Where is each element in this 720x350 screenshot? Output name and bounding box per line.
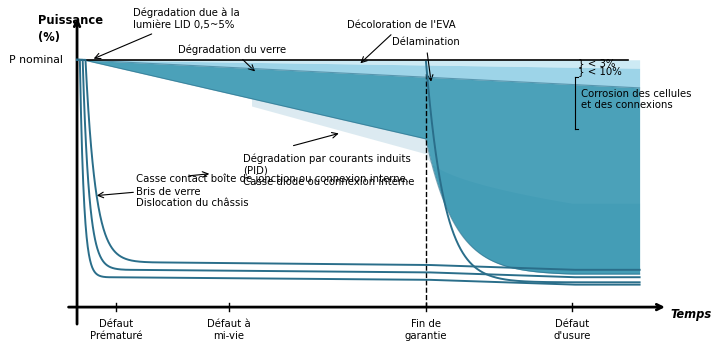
Text: P nominal: P nominal (9, 55, 63, 65)
Text: Dégradation du verre: Dégradation du verre (179, 44, 287, 71)
Text: Casse contact boîte de jonction ou connexion interne.: Casse contact boîte de jonction ou conne… (136, 173, 409, 184)
Text: Décoloration de l'EVA: Décoloration de l'EVA (347, 20, 456, 62)
Text: Temps: Temps (670, 308, 712, 321)
Text: Défaut à
mi-vie: Défaut à mi-vie (207, 320, 251, 341)
Text: Fin de
garantie: Fin de garantie (405, 320, 447, 341)
Text: } < 3%: } < 3% (577, 58, 615, 69)
Text: Dislocation du châssis: Dislocation du châssis (136, 198, 248, 208)
Text: } < 10%: } < 10% (577, 66, 621, 76)
Text: (%): (%) (37, 31, 60, 44)
Text: Défaut
Prématuré: Défaut Prématuré (90, 320, 143, 341)
Text: Bris de verre: Bris de verre (136, 187, 201, 197)
Text: Dégradation par courants induits
(PID)
Casse diode ou connexion interne: Dégradation par courants induits (PID) C… (243, 154, 415, 188)
Text: Corrosion des cellules
et des connexions: Corrosion des cellules et des connexions (580, 89, 691, 110)
Text: Défaut
d'usure: Défaut d'usure (554, 320, 591, 341)
Text: Délamination: Délamination (392, 37, 459, 80)
Text: Puissance: Puissance (37, 14, 103, 27)
Text: Dégradation due à la
lumière LID 0,5~5%: Dégradation due à la lumière LID 0,5~5% (95, 8, 240, 58)
